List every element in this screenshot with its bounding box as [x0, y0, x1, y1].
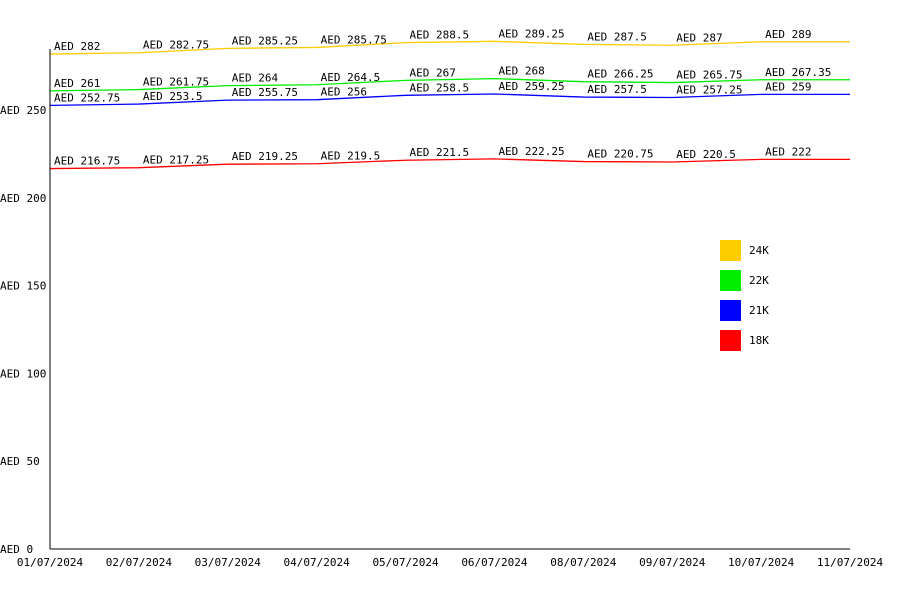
data-label: AED 282 — [54, 40, 100, 53]
data-label: AED 255.75 — [232, 86, 298, 99]
data-label: AED 267.35 — [765, 66, 831, 79]
data-label: AED 264.5 — [321, 71, 381, 84]
y-tick-label: AED 200 — [0, 192, 46, 205]
x-tick-label: 08/07/2024 — [550, 556, 617, 569]
data-label: AED 256 — [321, 86, 367, 99]
x-tick-label: 02/07/2024 — [106, 556, 173, 569]
x-tick-label: 03/07/2024 — [195, 556, 262, 569]
legend-label-21k: 21K — [749, 304, 769, 317]
data-label: AED 288.5 — [410, 29, 470, 42]
series-layer — [49, 40, 850, 170]
data-label: AED 261.75 — [143, 76, 209, 89]
x-tick-label: 09/07/2024 — [639, 556, 706, 569]
x-tick-label: 06/07/2024 — [461, 556, 528, 569]
series-line-21k — [49, 93, 850, 107]
legend-label-24k: 24K — [749, 244, 769, 257]
data-label: AED 253.5 — [143, 90, 203, 103]
axis-layer: AED 0 AED 50 AED 100 AED 150 AED 200 AED 250 0… — [0, 49, 883, 569]
data-label: AED 220.5 — [676, 148, 736, 161]
data-label: AED 216.75 — [54, 155, 120, 168]
data-label: AED 252.75 — [54, 91, 120, 104]
data-label: AED 289 — [765, 28, 811, 41]
data-label: AED 264 — [232, 72, 279, 85]
y-tick-label: AED 0 — [0, 543, 33, 556]
data-label-layer: AED 282 AED 282.75 AED 285.25 AED 285.75 AED… — [54, 27, 831, 167]
legend-swatch-21k — [720, 300, 741, 321]
legend-label-22k: 22K — [749, 274, 769, 287]
y-tick-label: AED 250 — [0, 104, 46, 117]
x-tick-label: 04/07/2024 — [284, 556, 351, 569]
data-label: AED 268 — [498, 65, 544, 78]
data-label: AED 219.5 — [321, 150, 381, 163]
data-label: AED 259.25 — [498, 80, 564, 93]
data-label: AED 289.25 — [498, 27, 564, 40]
data-label: AED 222.25 — [498, 145, 564, 158]
legend-swatch-18k — [720, 330, 741, 351]
series-line-24k — [49, 40, 850, 55]
y-tick-label: AED 100 — [0, 367, 46, 380]
legend: 24K 22K 21K 18K — [720, 240, 769, 351]
legend-swatch-22k — [720, 270, 741, 291]
data-label: AED 220.75 — [587, 148, 653, 161]
data-label: AED 217.25 — [143, 154, 209, 167]
series-line-18k — [49, 158, 850, 170]
data-label: AED 282.75 — [143, 39, 209, 52]
data-label: AED 266.25 — [587, 68, 653, 81]
data-label: AED 267 — [410, 66, 456, 79]
y-tick-label: AED 150 — [0, 280, 46, 293]
y-tick-label: AED 50 — [0, 455, 40, 468]
x-tick-label: 01/07/2024 — [17, 556, 84, 569]
x-tick-label: 05/07/2024 — [372, 556, 439, 569]
data-label: AED 261 — [54, 77, 100, 90]
data-label: AED 285.25 — [232, 34, 298, 47]
data-label: AED 257.25 — [676, 83, 742, 96]
data-label: AED 287.5 — [587, 30, 647, 43]
data-label: AED 219.25 — [232, 150, 298, 163]
data-label: AED 222 — [765, 145, 811, 158]
x-tick-label: 10/07/2024 — [728, 556, 795, 569]
data-label: AED 287 — [676, 31, 722, 44]
data-label: AED 285.75 — [321, 33, 387, 46]
legend-label-18k: 18K — [749, 334, 769, 347]
data-label: AED 258.5 — [410, 81, 470, 94]
data-label: AED 265.75 — [676, 69, 742, 82]
data-label: AED 259 — [765, 80, 811, 93]
data-label: AED 221.5 — [410, 146, 470, 159]
data-label: AED 257.5 — [587, 83, 647, 96]
x-tick-label: 11/07/2024 — [817, 556, 884, 569]
series-line-22k — [49, 77, 850, 92]
legend-swatch-24k — [720, 240, 741, 261]
